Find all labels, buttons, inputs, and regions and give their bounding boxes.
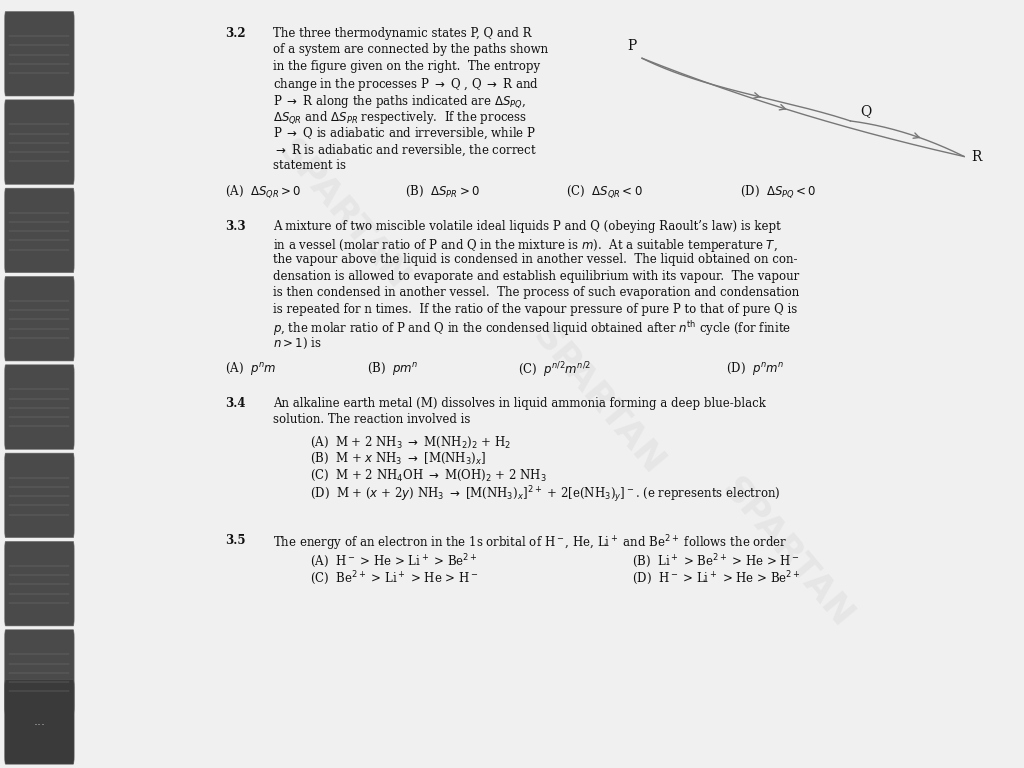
Text: Q: Q — [860, 104, 871, 118]
Text: SPARTAN: SPARTAN — [526, 318, 671, 481]
FancyBboxPatch shape — [5, 276, 74, 361]
Text: (D)  $p^n m^n$: (D) $p^n m^n$ — [726, 360, 784, 377]
FancyBboxPatch shape — [5, 188, 74, 273]
Text: (C)  $p^{n/2} m^{n/2}$: (C) $p^{n/2} m^{n/2}$ — [518, 360, 592, 380]
Text: An alkaline earth metal (M) dissolves in liquid ammonia forming a deep blue-blac: An alkaline earth metal (M) dissolves in… — [272, 397, 766, 410]
Text: change in the processes P $\rightarrow$ Q , Q $\rightarrow$ R and: change in the processes P $\rightarrow$ … — [272, 77, 539, 94]
Text: (C)  M + 2 NH$_4$OH $\rightarrow$ M(OH)$_2$ + 2 NH$_3$: (C) M + 2 NH$_4$OH $\rightarrow$ M(OH)$_… — [310, 468, 547, 483]
Text: $\Delta S_{QR}$ and $\Delta S_{PR}$ respectively.  If the process: $\Delta S_{QR}$ and $\Delta S_{PR}$ resp… — [272, 110, 526, 126]
Text: is repeated for n times.  If the ratio of the vapour pressure of pure P to that : is repeated for n times. If the ratio of… — [272, 303, 797, 316]
FancyBboxPatch shape — [5, 680, 74, 764]
Text: R: R — [972, 150, 982, 164]
Text: the vapour above the liquid is condensed in another vessel.  The liquid obtained: the vapour above the liquid is condensed… — [272, 253, 797, 266]
Text: The three thermodynamic states P, Q and R: The three thermodynamic states P, Q and … — [272, 27, 531, 40]
Text: (B)  Li$^+$ > Be$^{2+}$ > He > H$^-$: (B) Li$^+$ > Be$^{2+}$ > He > H$^-$ — [632, 553, 800, 571]
Text: A mixture of two miscible volatile ideal liquids P and Q (obeying Raoult’s law) : A mixture of two miscible volatile ideal… — [272, 220, 780, 233]
Text: of a system are connected by the paths shown: of a system are connected by the paths s… — [272, 44, 548, 56]
Text: (B)  $\Delta S_{PR} > 0$: (B) $\Delta S_{PR} > 0$ — [404, 184, 480, 199]
Text: 3.3: 3.3 — [225, 220, 246, 233]
Text: P: P — [627, 39, 636, 53]
Text: (C)  $\Delta S_{QR} < 0$: (C) $\Delta S_{QR} < 0$ — [565, 184, 642, 200]
Text: (B)  $pm^n$: (B) $pm^n$ — [368, 360, 419, 377]
Text: 3.5: 3.5 — [225, 534, 246, 547]
Text: (C)  Be$^{2+}$ > Li$^+$ > He > H$^-$: (C) Be$^{2+}$ > Li$^+$ > He > H$^-$ — [310, 569, 479, 587]
Text: (B)  M + $x$ NH$_3$ $\rightarrow$ [M(NH$_3$)$_x$]: (B) M + $x$ NH$_3$ $\rightarrow$ [M(NH$_… — [310, 452, 486, 466]
Text: P $\rightarrow$ Q is adiabatic and irreversible, while P: P $\rightarrow$ Q is adiabatic and irrev… — [272, 126, 536, 141]
Text: in a vessel (molar ratio of P and Q in the mixture is $m$).  At a suitable tempe: in a vessel (molar ratio of P and Q in t… — [272, 237, 777, 253]
Text: 3.4: 3.4 — [225, 397, 246, 410]
FancyBboxPatch shape — [5, 100, 74, 184]
FancyBboxPatch shape — [5, 630, 74, 714]
Text: $n > 1$) is: $n > 1$) is — [272, 336, 322, 351]
Text: $\rightarrow$ R is adiabatic and reversible, the correct: $\rightarrow$ R is adiabatic and reversi… — [272, 143, 537, 158]
Text: (A)  $p^n m$: (A) $p^n m$ — [225, 360, 276, 377]
Text: (A)  H$^-$ > He > Li$^+$ > Be$^{2+}$: (A) H$^-$ > He > Li$^+$ > Be$^{2+}$ — [310, 553, 478, 571]
Text: The energy of an electron in the 1s orbital of H$^-$, He, Li$^+$ and Be$^{2+}$ f: The energy of an electron in the 1s orbi… — [272, 534, 787, 554]
Text: in the figure given on the right.  The entropy: in the figure given on the right. The en… — [272, 60, 540, 73]
Text: solution. The reaction involved is: solution. The reaction involved is — [272, 413, 470, 426]
FancyBboxPatch shape — [5, 12, 74, 96]
Text: (D)  $\Delta S_{PQ} < 0$: (D) $\Delta S_{PQ} < 0$ — [740, 184, 817, 200]
Text: (D)  M + ($x$ + 2$y$) NH$_3$ $\rightarrow$ [M(NH$_3$)$_x$]$^{2+}$ + 2[e(NH$_3$)$: (D) M + ($x$ + 2$y$) NH$_3$ $\rightarrow… — [310, 485, 781, 505]
Text: ...: ... — [34, 716, 45, 728]
Text: P $\rightarrow$ R along the paths indicated are $\Delta S_{PQ}$,: P $\rightarrow$ R along the paths indica… — [272, 93, 525, 110]
FancyBboxPatch shape — [5, 541, 74, 626]
Text: 3.2: 3.2 — [225, 27, 246, 40]
Text: (A)  $\Delta S_{QR} > 0$: (A) $\Delta S_{QR} > 0$ — [225, 184, 301, 200]
Text: statement is: statement is — [272, 159, 346, 172]
Text: $p$, the molar ratio of P and Q in the condensed liquid obtained after $n^{\math: $p$, the molar ratio of P and Q in the c… — [272, 319, 791, 338]
Text: densation is allowed to evaporate and establish equilibrium with its vapour.  Th: densation is allowed to evaporate and es… — [272, 270, 799, 283]
Text: is then condensed in another vessel.  The process of such evaporation and conden: is then condensed in another vessel. The… — [272, 286, 799, 299]
Text: (A)  M + 2 NH$_3$ $\rightarrow$ M(NH$_2$)$_2$ + H$_2$: (A) M + 2 NH$_3$ $\rightarrow$ M(NH$_2$)… — [310, 435, 511, 450]
Text: (D)  H$^-$ > Li$^+$ > He > Be$^{2+}$: (D) H$^-$ > Li$^+$ > He > Be$^{2+}$ — [632, 569, 801, 587]
FancyBboxPatch shape — [5, 365, 74, 449]
FancyBboxPatch shape — [5, 453, 74, 538]
Text: SPARTAN: SPARTAN — [271, 134, 416, 296]
Text: SPARTAN: SPARTAN — [716, 472, 860, 634]
